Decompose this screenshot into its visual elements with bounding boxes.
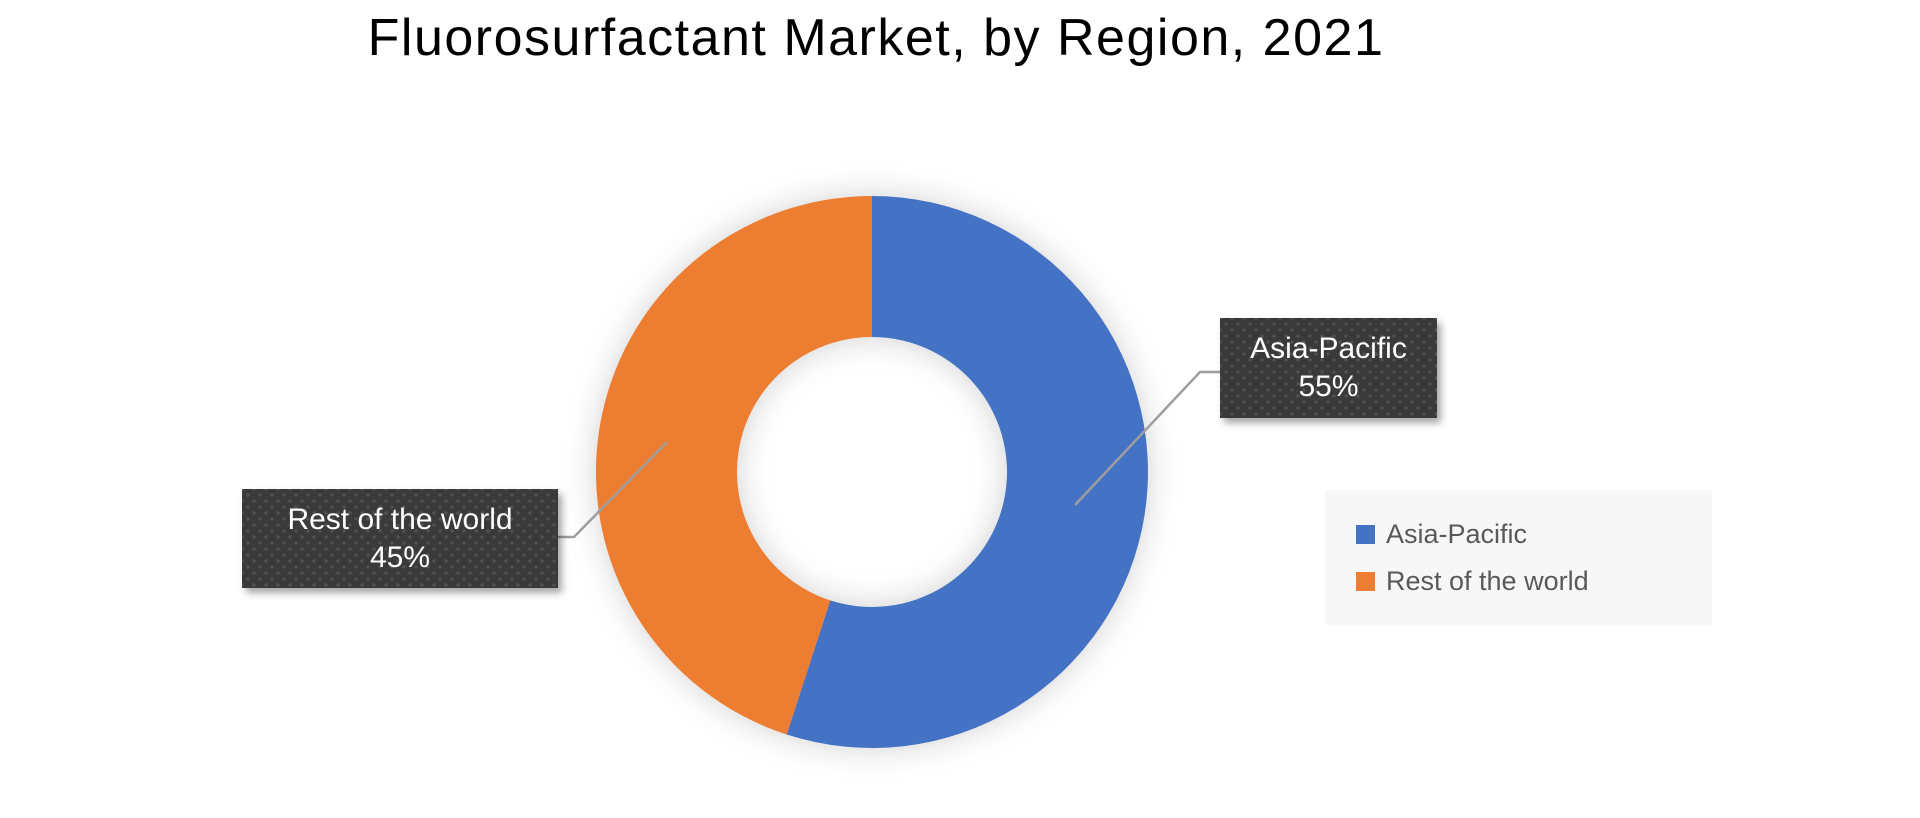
legend-swatch-asia-pacific [1356,524,1375,544]
data-label-category: Asia-Pacific [1250,332,1407,365]
donut-slices [595,196,1148,748]
data-label-value: 45% [369,540,431,574]
slice-asia-pacific [786,196,1148,748]
chart-title: Fluorosurfactant Market, by Region, 2021 [367,9,1385,67]
slice-rest-of-the-world [595,196,872,735]
legend-item-rest-of-world: Rest of the world [1356,565,1712,596]
leader-line-rest-of-world [558,441,668,539]
legend-swatch-rest-of-world [1356,571,1375,591]
data-label-value: 55% [1298,370,1359,403]
legend-item-asia-pacific: Asia-Pacific [1356,518,1712,549]
data-label-asia-pacific: Asia-Pacific 55% [1220,318,1437,418]
legend: Asia-Pacific Rest of the world [1325,490,1712,625]
leader-line-asia-pacific [1074,370,1220,506]
legend-label-rest-of-world: Rest of the world [1386,565,1589,596]
data-label-category: Rest of the world [287,502,513,536]
legend-label-asia-pacific: Asia-Pacific [1386,518,1528,549]
data-label-rest-of-world: Rest of the world 45% [242,489,558,588]
